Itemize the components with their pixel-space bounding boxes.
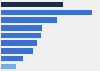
Bar [1,10,92,15]
Bar [1,17,57,23]
Bar [1,25,42,31]
Bar [1,48,33,54]
Bar [1,2,63,7]
Bar [1,56,23,61]
Bar [1,40,37,46]
Bar [1,64,16,69]
Bar [1,33,41,38]
